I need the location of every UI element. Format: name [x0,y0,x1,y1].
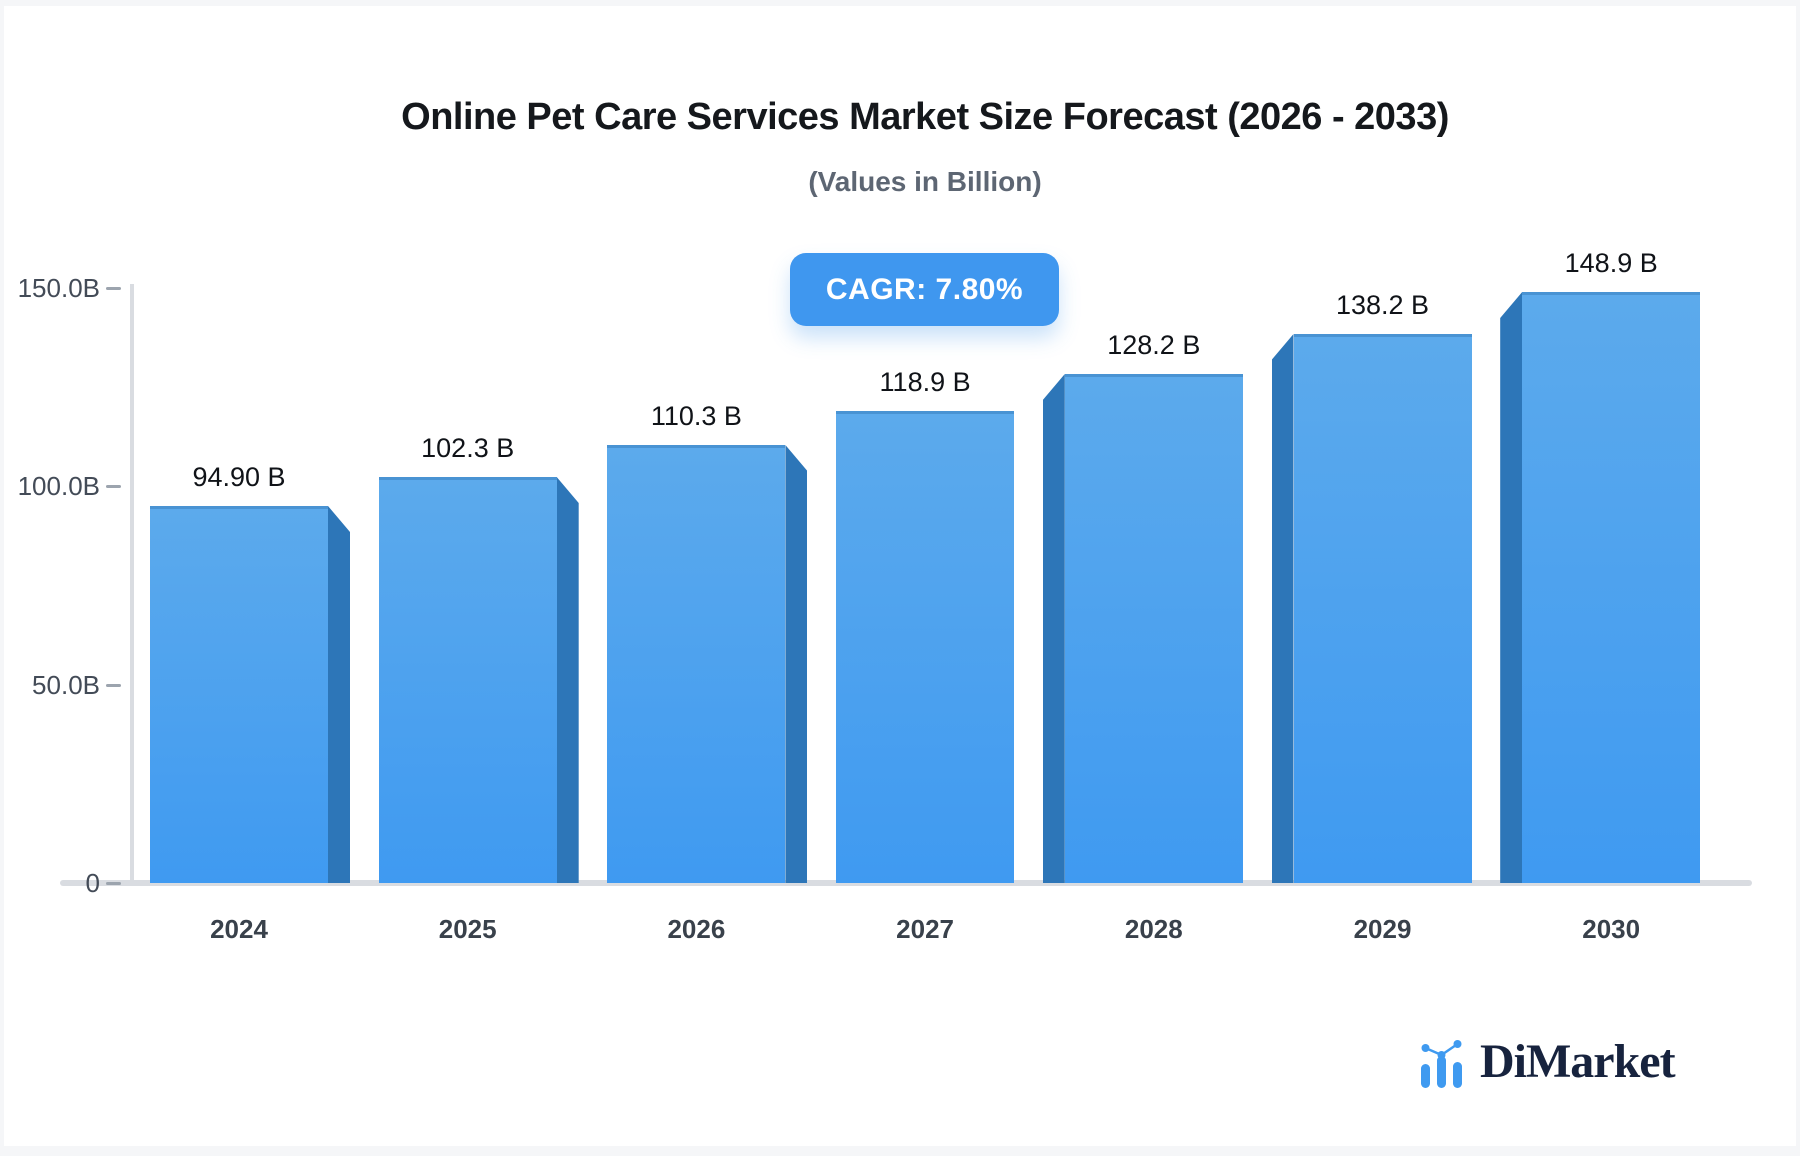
bar-side-2025 [556,477,579,883]
bar-value-label-2027: 118.9 B [879,367,971,397]
y-tick-mark-0 [106,882,121,885]
bar-2027 [836,411,1015,883]
x-axis-line [60,880,1752,886]
bar-2030 [1522,292,1701,883]
x-axis-label-2026: 2026 [667,914,726,944]
chart-subtitle: (Values in Billion) [808,166,1042,197]
y-tick-label-0: 0 [85,868,100,898]
bar-value-label-2029: 138.2 B [1335,290,1430,320]
bar-2024 [150,506,328,883]
y-tick-mark-50 [106,683,121,687]
x-axis-label-2030: 2030 [1582,914,1641,944]
y-tick-label-50: 50.0B [32,669,100,700]
x-axis-label-2025: 2025 [438,914,497,944]
x-axis-label-2024: 2024 [210,914,268,944]
x-axis-label-2029: 2029 [1353,914,1412,944]
brand-chart-icon [1421,1040,1462,1088]
y-axis-line [130,284,134,886]
bar-side-2026 [785,445,808,883]
bar-side-2028 [1042,374,1065,883]
y-tick-label-150: 150.0B [17,272,100,303]
y-tick-mark-100 [106,485,121,488]
bar-value-label-2030: 148.9 B [1564,248,1658,278]
bar-value-label-2024: 94.90 B [192,462,286,492]
y-tick-label-100: 100.0B [17,471,100,501]
bar-2028 [1064,374,1243,883]
x-axis-label-2027: 2027 [896,914,955,944]
bar-side-2024 [328,506,350,883]
bar-value-label-2026: 110.3 B [650,401,742,431]
cagr-badge: CAGR: 7.80% [790,253,1059,326]
bar-side-2029 [1271,334,1294,883]
bar-value-label-2025: 102.3 B [421,433,515,463]
chart-title: Online Pet Care Services Market Size For… [401,96,1449,138]
brand-logo: DiMarket [1420,1035,1676,1088]
x-axis-label-2028: 2028 [1124,914,1183,944]
brand-name: DiMarket [1480,1035,1676,1088]
bar-2025 [378,477,557,883]
y-tick-mark-150 [106,286,121,290]
bar-2026 [607,445,786,883]
bar-value-label-2028: 128.2 B [1107,330,1201,360]
bar-side-2030 [1500,292,1523,883]
bar-2029 [1293,334,1472,883]
